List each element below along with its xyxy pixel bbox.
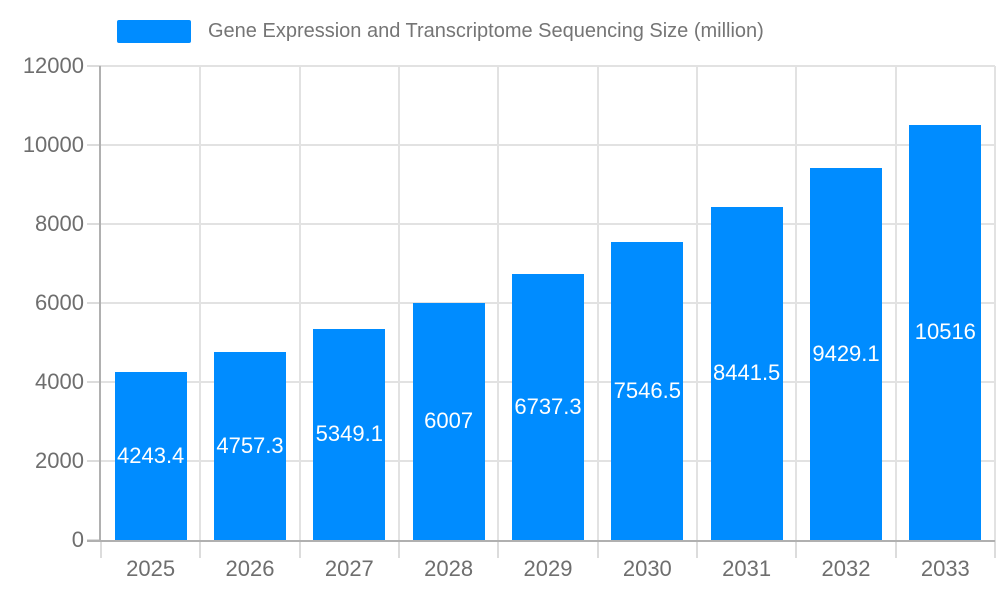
bar[interactable] bbox=[909, 124, 982, 540]
bar[interactable] bbox=[710, 206, 783, 540]
x-axis-tick bbox=[596, 540, 599, 558]
bar-value-label: 5349.1 bbox=[315, 421, 383, 447]
bar-value-label: 10516 bbox=[914, 319, 976, 345]
bar[interactable] bbox=[810, 167, 882, 540]
bar-value-label: 4757.3 bbox=[216, 433, 284, 459]
x-axis-tick bbox=[696, 540, 698, 558]
bar[interactable] bbox=[313, 328, 386, 540]
x-axis-tick bbox=[398, 540, 400, 558]
x-axis-tick bbox=[795, 540, 798, 558]
bar[interactable] bbox=[114, 372, 187, 540]
x-axis-label: 2027 bbox=[324, 556, 374, 581]
x-axis-label: 2030 bbox=[622, 556, 672, 581]
y-axis-label: 2000 bbox=[35, 448, 84, 473]
x-axis-tick bbox=[994, 540, 996, 558]
gridline-vertical bbox=[696, 66, 698, 540]
gridline-vertical bbox=[894, 66, 897, 540]
gridline-vertical bbox=[199, 66, 202, 540]
bar[interactable] bbox=[214, 352, 286, 540]
y-axis-tick bbox=[87, 144, 101, 146]
y-axis-label: 6000 bbox=[35, 290, 84, 315]
bar-value-label: 7546.5 bbox=[613, 377, 681, 403]
bar[interactable] bbox=[412, 302, 485, 540]
gridline-vertical bbox=[795, 66, 798, 540]
bar-value-label: 6737.3 bbox=[514, 393, 582, 419]
gridline-vertical bbox=[497, 66, 500, 540]
gridline-horizontal bbox=[101, 144, 995, 146]
x-axis-label: 2026 bbox=[225, 556, 275, 581]
x-axis-label: 2028 bbox=[424, 556, 474, 581]
gridline-vertical bbox=[596, 66, 599, 540]
bar-value-label: 9429.1 bbox=[812, 340, 880, 366]
legend-swatch-icon bbox=[117, 20, 191, 43]
y-axis-label: 10000 bbox=[22, 132, 84, 157]
y-axis-tick bbox=[87, 302, 101, 304]
x-axis-tick bbox=[100, 540, 102, 558]
y-axis-tick bbox=[87, 65, 101, 67]
gridline-horizontal bbox=[101, 65, 995, 67]
x-axis-tick bbox=[894, 540, 897, 558]
bar-value-label: 6007 bbox=[424, 408, 474, 434]
bar-value-label: 8441.5 bbox=[713, 360, 781, 386]
x-axis-line bbox=[87, 540, 995, 542]
gridline-horizontal bbox=[101, 223, 995, 225]
y-axis-label: 8000 bbox=[35, 211, 84, 236]
x-axis-label: 2031 bbox=[722, 556, 772, 581]
x-axis-tick bbox=[298, 540, 301, 558]
x-axis-tick bbox=[497, 540, 500, 558]
y-axis-tick bbox=[87, 460, 101, 462]
bar[interactable] bbox=[611, 241, 684, 540]
y-axis-tick bbox=[87, 223, 101, 225]
bar[interactable] bbox=[512, 273, 584, 540]
x-axis-tick bbox=[199, 540, 202, 558]
bar-value-label: 4243.4 bbox=[117, 443, 185, 469]
x-axis-label: 2029 bbox=[523, 556, 573, 581]
y-axis-label: 12000 bbox=[22, 53, 84, 78]
y-axis-tick bbox=[87, 381, 101, 383]
gridline-vertical bbox=[398, 66, 400, 540]
chart-legend[interactable]: Gene Expression and Transcriptome Sequen… bbox=[117, 20, 764, 43]
y-axis-line bbox=[99, 66, 101, 542]
gridline-vertical bbox=[994, 66, 996, 540]
x-axis-label: 2032 bbox=[821, 556, 871, 581]
x-axis-label: 2025 bbox=[126, 556, 176, 581]
y-axis-label: 0 bbox=[71, 527, 84, 552]
x-axis-label: 2033 bbox=[920, 556, 970, 581]
y-axis-label: 4000 bbox=[35, 369, 84, 394]
legend-label: Gene Expression and Transcriptome Sequen… bbox=[208, 20, 764, 42]
gridline-vertical bbox=[298, 66, 301, 540]
